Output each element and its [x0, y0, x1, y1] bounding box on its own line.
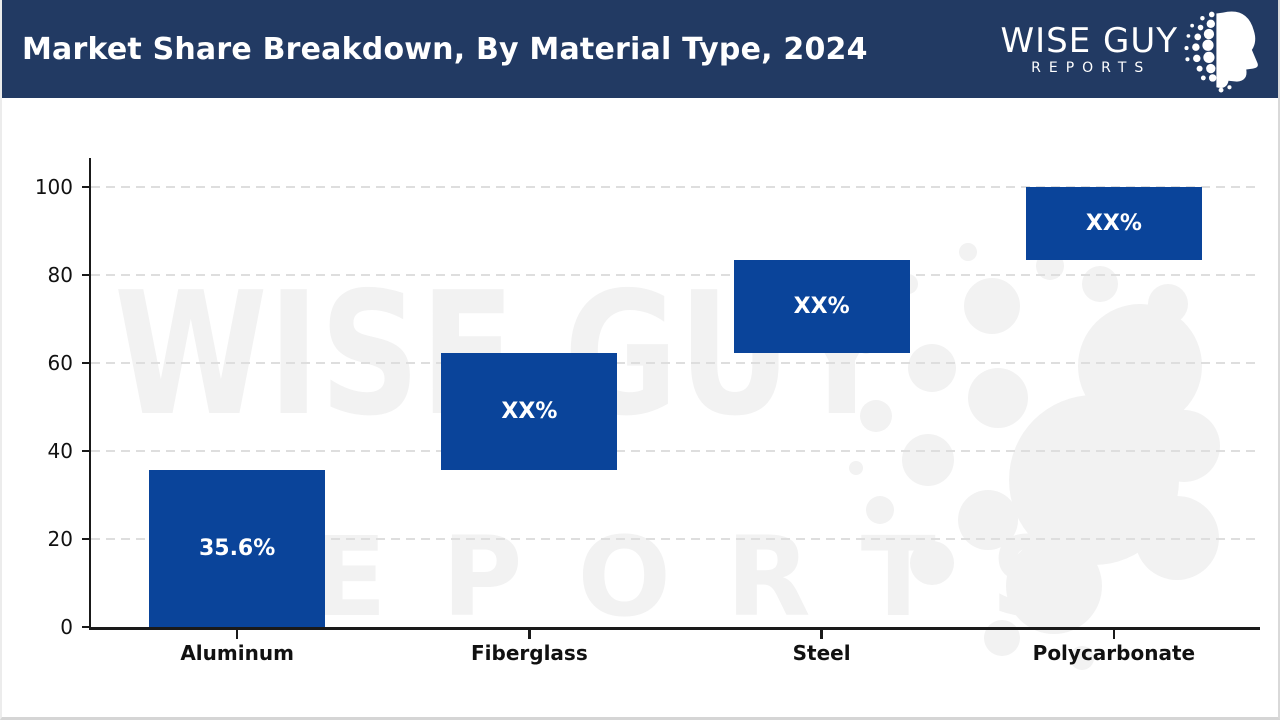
x-tick: [235, 629, 239, 639]
y-tick: [82, 625, 91, 629]
x-tick: [820, 629, 823, 639]
x-tick: [1112, 629, 1116, 639]
bar-value-label: XX%: [501, 398, 558, 424]
bar-value-label: XX%: [1085, 211, 1142, 237]
logo-sub-text: REPORTS: [1031, 59, 1152, 76]
logo-brand-text: WISE GUY: [1000, 20, 1178, 61]
wiseguy-logo: WISE GUY REPORTS: [1000, 0, 1264, 98]
y-tick-label: 40: [47, 439, 73, 463]
gridline: [91, 186, 1260, 188]
bar-aluminum: 35.6%: [149, 470, 326, 627]
gridline: [91, 362, 1260, 364]
bar-fiberglass: XX%: [441, 352, 618, 470]
y-tick: [82, 185, 91, 189]
x-axis: [88, 627, 1260, 630]
gridline: [91, 450, 1260, 452]
y-tick: [82, 361, 91, 365]
y-tick-label: 100: [34, 175, 73, 199]
gridline: [91, 274, 1260, 276]
logo-text: WISE GUY REPORTS: [1000, 24, 1178, 75]
x-axis-label: Steel: [792, 641, 851, 665]
x-axis-label: Aluminum: [180, 641, 294, 665]
y-tick-label: 80: [47, 263, 73, 287]
y-tick-label: 20: [47, 527, 73, 551]
x-tick: [528, 629, 531, 639]
x-axis-label: Polycarbonate: [1032, 641, 1196, 665]
bar-steel: XX%: [733, 260, 910, 353]
plot-area: 0 20 40 60 80 100 35.6% Aluminum XX% Fiberglass XX…: [2, 98, 1278, 717]
gridline: [91, 538, 1260, 540]
header-bar: Market Share Breakdown, By Material Type…: [2, 0, 1278, 98]
bar-value-label: XX%: [793, 294, 850, 320]
y-tick: [82, 449, 91, 453]
waterfall-chart: WISE GUY REPORTS 0 20 40 60 80 100 35.6% Alumin…: [2, 98, 1278, 717]
y-axis: [88, 158, 91, 630]
bar-value-label: 35.6%: [198, 536, 276, 562]
logo-head-icon: [1184, 11, 1258, 93]
y-tick-label: 0: [60, 615, 73, 639]
y-tick-label: 60: [47, 351, 73, 375]
y-tick: [82, 537, 91, 541]
chart-title: Market Share Breakdown, By Material Type…: [22, 31, 868, 67]
bar-polycarbonate: XX%: [1025, 187, 1202, 261]
x-axis-label: Fiberglass: [471, 641, 588, 665]
y-tick: [82, 273, 91, 277]
